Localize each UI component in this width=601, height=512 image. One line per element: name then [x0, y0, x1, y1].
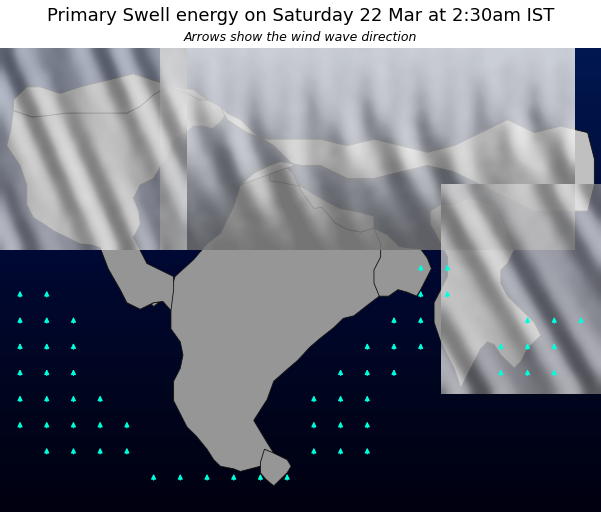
Polygon shape — [374, 228, 432, 296]
Text: Arrows show the wind wave direction: Arrows show the wind wave direction — [184, 31, 417, 44]
Polygon shape — [7, 87, 227, 311]
Polygon shape — [13, 74, 207, 117]
Polygon shape — [221, 106, 594, 211]
Text: Primary Swell energy on Saturday 22 Mar at 2:30am IST: Primary Swell energy on Saturday 22 Mar … — [47, 7, 554, 25]
Polygon shape — [430, 198, 541, 388]
Polygon shape — [270, 161, 374, 232]
Polygon shape — [108, 161, 432, 472]
Polygon shape — [260, 449, 291, 486]
